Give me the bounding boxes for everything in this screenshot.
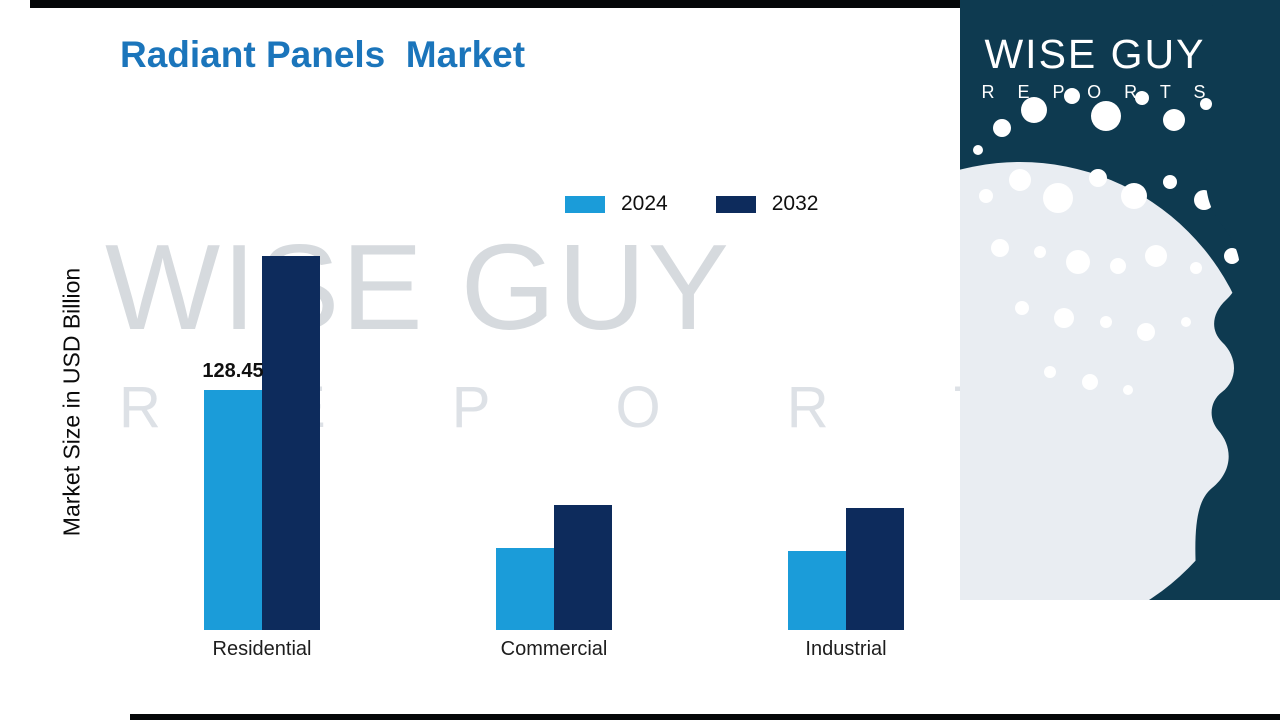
dotted-face-graphic	[960, 0, 1280, 600]
legend-item-2024: 2024	[565, 192, 668, 216]
page-title: Radiant Panels Market	[120, 34, 526, 75]
bar-2024-residential	[204, 390, 262, 630]
bar-2032-industrial	[846, 508, 904, 630]
legend-item-2032: 2032	[715, 192, 819, 216]
bar-2024-industrial	[788, 551, 846, 630]
legend-label-2024: 2024	[621, 192, 668, 215]
side-panel: WISE GUY R E P O R T S	[960, 0, 1280, 600]
legend-label-2032: 2032	[771, 192, 819, 215]
category-label-residential: Residential	[212, 638, 312, 660]
top-black-bar	[30, 0, 960, 8]
category-label-industrial: Industrial	[805, 638, 887, 660]
watermark-line1: WISE GUY	[105, 219, 732, 355]
legend-swatch-2024	[565, 195, 605, 213]
logo-reports-text: R E P O R T S	[981, 82, 1215, 103]
category-label-commercial: Commercial	[500, 638, 608, 660]
bar-value-label: 128.45	[202, 360, 264, 382]
bar-2032-residential	[262, 256, 320, 630]
logo-wiseguy-text: WISE GUY	[984, 31, 1206, 77]
bar-2024-commercial	[496, 548, 554, 630]
face-profile-shape	[1195, 0, 1280, 600]
legend-swatch-2032	[715, 195, 756, 213]
logo: WISE GUY R E P O R T S	[970, 31, 1220, 103]
chart-legend: 2024 2032	[565, 192, 818, 216]
bar-2032-commercial	[554, 505, 612, 630]
bottom-black-bar	[130, 714, 1280, 720]
